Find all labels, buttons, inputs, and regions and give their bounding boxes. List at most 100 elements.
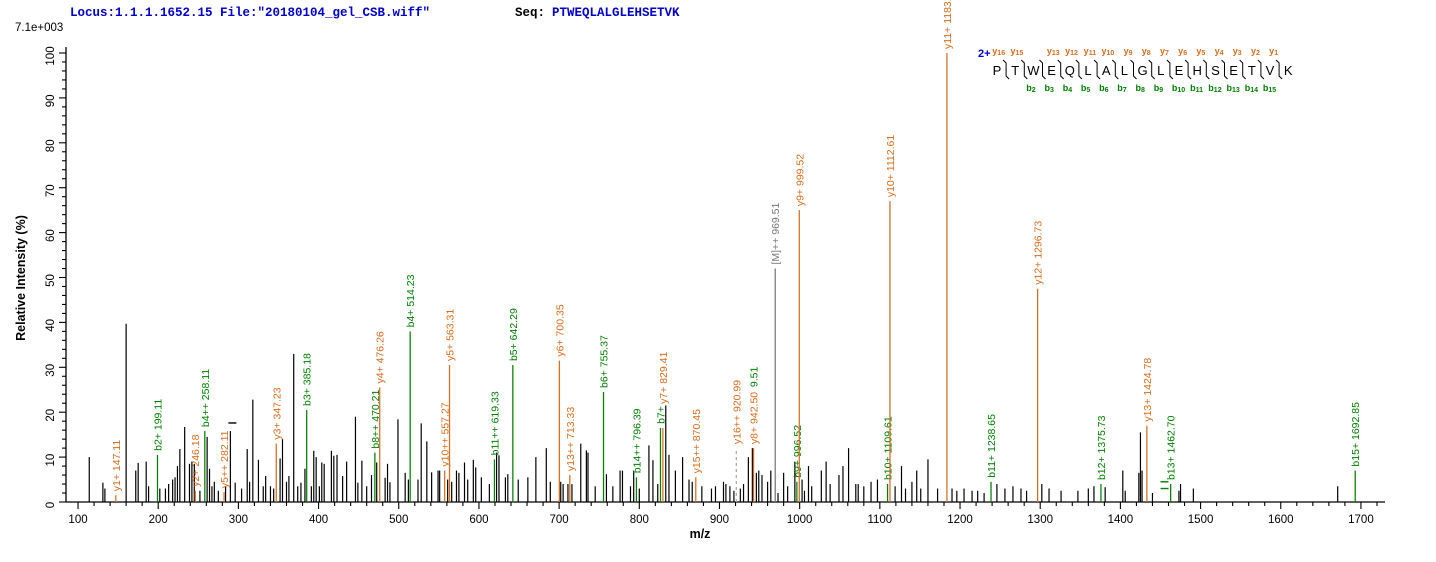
residue-letter: E bbox=[1047, 63, 1056, 78]
x-axis-tick-label: 1400 bbox=[1108, 514, 1134, 526]
fragment-divider bbox=[1166, 59, 1174, 80]
fragment-divider bbox=[1020, 59, 1028, 80]
b-ion-junction-label: b10 bbox=[1172, 83, 1185, 94]
y-ion-junction-label: y8 bbox=[1142, 46, 1151, 57]
y-ion-junction-label: y15 bbox=[1010, 46, 1023, 57]
y-ion-label: y6+ 700.35 bbox=[554, 304, 566, 356]
residue-letter: Q bbox=[1065, 63, 1075, 78]
residue-letter: E bbox=[1229, 63, 1238, 78]
b-ion-label: b6+ 755.37 bbox=[599, 335, 611, 388]
labeled-ions: y1+ 147.11 b2+ 199.11 y2+ 246.18 b4++ 258.1… bbox=[111, 0, 1362, 502]
y-axis-tick-label: 70 bbox=[45, 184, 57, 197]
y-ion-label: y11+ 1183.64 bbox=[942, 0, 954, 49]
y-ion-label: y2+ 246.18 bbox=[190, 434, 202, 486]
b-ion-junction-label: b3 bbox=[1045, 83, 1055, 94]
fragment-divider bbox=[1202, 59, 1210, 80]
x-axis-title: m/z bbox=[690, 527, 711, 541]
b-ion-label: b7+ bbox=[655, 406, 667, 424]
y-ion-label: y9+ 999.52 bbox=[794, 154, 806, 206]
y-ion-label: y8+ 942.50 bbox=[749, 392, 761, 444]
y-axis-tick-label: 30 bbox=[45, 364, 57, 377]
y-ion-label: y4+ 476.26 bbox=[375, 331, 387, 383]
x-axis-tick-label: 1600 bbox=[1268, 514, 1294, 526]
b-ion-junction-label: b9 bbox=[1154, 83, 1164, 94]
sequence-header-value: PTWEQLALGLEHSETVK bbox=[552, 6, 680, 20]
axes: 100 200 300 400 500 600 700 800 900 1000 1100 1200 1… bbox=[14, 46, 1385, 541]
y-ion-label: y3+ 347.23 bbox=[271, 387, 283, 439]
y-ion-label: y16++ 920.99 bbox=[731, 380, 743, 444]
y-ion-label: y13++ 713.33 bbox=[565, 407, 577, 471]
residue-letter: A bbox=[1102, 63, 1111, 78]
b-ion-junction-label: b13 bbox=[1227, 83, 1240, 94]
x-axis-tick-label: 400 bbox=[309, 514, 328, 526]
y-ion-label: y1+ 147.11 bbox=[111, 440, 123, 492]
b-ion-label: b15+ 1692.85 bbox=[1350, 402, 1362, 467]
fragment-divider bbox=[1002, 59, 1010, 80]
residue-letter: H bbox=[1193, 63, 1202, 78]
y-ion-label: y10++ 557.27 bbox=[440, 402, 452, 466]
fragment-divider bbox=[1111, 59, 1119, 80]
fragment-divider bbox=[1093, 59, 1101, 80]
fragment-divider bbox=[1130, 59, 1137, 80]
b-ion-junction-label: b4 bbox=[1063, 83, 1073, 94]
y-ion-junction-label: y3 bbox=[1233, 46, 1242, 57]
y-ion-junction-label: y7 bbox=[1160, 46, 1169, 57]
x-axis-tick-label: 1300 bbox=[1027, 514, 1053, 526]
precursor-charge-label: 2+ bbox=[978, 48, 991, 60]
y-ion-junction-label: y5 bbox=[1196, 46, 1205, 57]
y-ion-label: y12+ 1296.73 bbox=[1033, 221, 1045, 285]
y-axis-tick-label: 20 bbox=[45, 409, 57, 422]
sequence-header-label: Seq: bbox=[515, 6, 546, 20]
unlabeled-peaks bbox=[88, 323, 1339, 502]
b-ion-junction-label: b14 bbox=[1245, 83, 1258, 94]
b-ion-label: b11++ 619.33 bbox=[489, 391, 501, 455]
b-ion-junction-label: b12 bbox=[1208, 83, 1221, 94]
b-ion-label: b12+ 1375.73 bbox=[1096, 415, 1108, 480]
x-axis-tick-label: 1000 bbox=[787, 514, 813, 526]
fragment-divider bbox=[1075, 59, 1083, 80]
residue-letter: G bbox=[1138, 63, 1148, 78]
b-ion-label: 9.51 bbox=[749, 367, 761, 388]
b-ion-label: b8++ 470.21 bbox=[370, 389, 382, 448]
y-axis-title: Relative Intensity (%) bbox=[14, 215, 28, 341]
y-axis-tick-label: 50 bbox=[45, 274, 57, 287]
residue-letter: L bbox=[1084, 63, 1091, 78]
y-ion-label: y5++ 282.11 bbox=[219, 430, 231, 488]
x-axis-tick-label: 200 bbox=[149, 514, 168, 526]
b-ion-label: b13+ 1462.70 bbox=[1166, 415, 1178, 480]
x-axis-tick-label: 1500 bbox=[1188, 514, 1214, 526]
fragment-divider bbox=[1239, 59, 1247, 80]
b-ion-label: b4+ 514.23 bbox=[405, 274, 417, 327]
x-axis-tick-label: 100 bbox=[68, 514, 87, 526]
y-axis-tick-label: 100 bbox=[45, 46, 57, 65]
y-ion-junction-label: y16 bbox=[992, 46, 1005, 57]
y-ion-junction-label: y13 bbox=[1047, 46, 1060, 57]
fragment-divider bbox=[1275, 59, 1283, 80]
residue-letter: T bbox=[1248, 63, 1256, 78]
y-ion-label: y13+ 1424.78 bbox=[1142, 358, 1154, 422]
x-axis-tick-label: 1100 bbox=[867, 514, 892, 526]
y-ion-junction-label: y10 bbox=[1101, 46, 1114, 57]
residue-letter: W bbox=[1027, 63, 1040, 78]
y-ion-junction-label: y6 bbox=[1178, 46, 1187, 57]
y-axis-tick-label: 90 bbox=[45, 95, 57, 108]
y-axis-tick-label: 0 bbox=[45, 502, 57, 508]
b-ion-label: b4++ 258.11 bbox=[200, 369, 212, 427]
residue-letter: S bbox=[1211, 63, 1220, 78]
residue-letter: T bbox=[1011, 63, 1019, 78]
x-axis-tick-label: 800 bbox=[630, 514, 649, 526]
x-axis-tick-label: 1700 bbox=[1348, 514, 1374, 526]
y-ion-label: y15++ 870.45 bbox=[691, 409, 703, 473]
b-ion-junction-label: b7 bbox=[1117, 83, 1127, 94]
b-ion-label: b11+ 1238.65 bbox=[986, 414, 998, 478]
fragment-divider bbox=[1257, 59, 1265, 80]
locus-file-header: Locus:1.1.1.1652.15 File:"20180104_gel_C… bbox=[70, 6, 431, 20]
x-axis-tick-label: 300 bbox=[229, 514, 248, 526]
residue-letter: K bbox=[1284, 63, 1293, 78]
x-axis-tick-label: 700 bbox=[550, 514, 569, 526]
b-ion-junction-label: b5 bbox=[1081, 83, 1091, 94]
y-ion-junction-label: y4 bbox=[1215, 46, 1224, 57]
y-ion-label: y7+ 829.41 bbox=[658, 352, 670, 404]
